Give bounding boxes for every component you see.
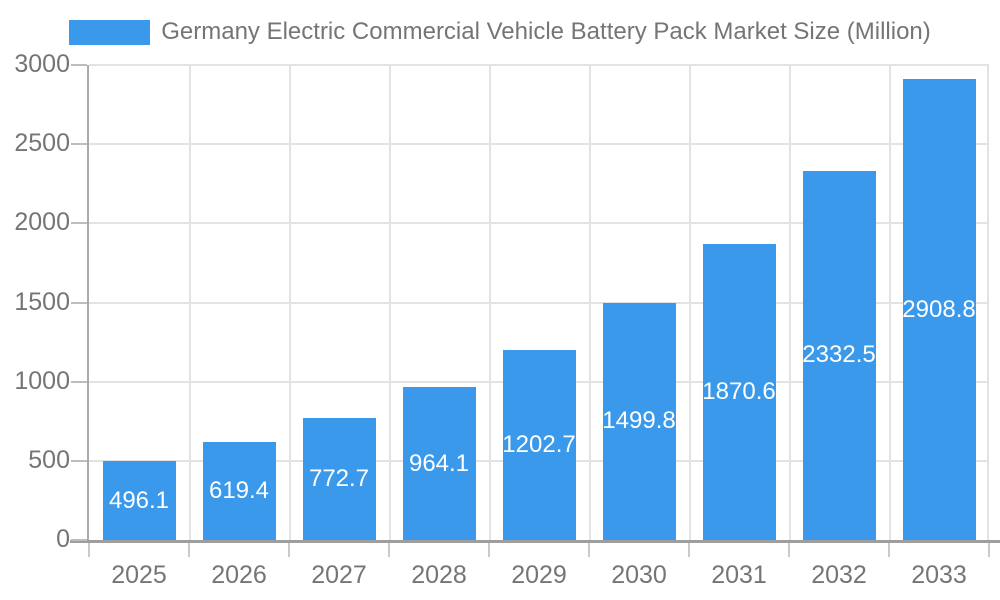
y-tick-label: 500: [28, 445, 70, 474]
x-tick-label: 2026: [211, 561, 267, 589]
bar-value-label: 1202.7: [502, 430, 576, 458]
x-tick-mark: [388, 543, 390, 557]
bar-value-label: 496.1: [108, 486, 170, 514]
legend-swatch-icon: [69, 19, 151, 45]
bar[interactable]: 619.4: [202, 441, 276, 540]
x-tick-mark: [588, 543, 590, 557]
x-tick-label: 2025: [111, 561, 167, 589]
bar-value-label: 964.1: [408, 449, 470, 477]
v-gridline: [289, 65, 291, 540]
bar[interactable]: 2332.5: [802, 170, 876, 540]
x-tick-mark: [88, 543, 90, 557]
x-axis-line: [70, 540, 1000, 543]
bar-value-label: 619.4: [208, 476, 270, 504]
legend-item[interactable]: Germany Electric Commercial Vehicle Batt…: [69, 18, 931, 46]
v-gridline: [889, 65, 891, 540]
bar[interactable]: 1202.7: [502, 349, 576, 540]
v-gridline: [389, 65, 391, 540]
y-tick-mark: [71, 380, 87, 383]
v-gridline: [489, 65, 491, 540]
h-gridline: [89, 222, 989, 225]
chart-legend: Germany Electric Commercial Vehicle Batt…: [0, 18, 1000, 46]
y-tick-mark: [71, 143, 87, 146]
x-tick-mark: [188, 543, 190, 557]
y-tick-mark: [71, 301, 87, 304]
y-tick-label: 1500: [14, 287, 70, 316]
x-tick-label: 2028: [411, 561, 467, 589]
x-tick-mark: [288, 543, 290, 557]
v-gridline: [689, 65, 691, 540]
v-gridline: [589, 65, 591, 540]
x-tick-mark: [488, 543, 490, 557]
y-tick-label: 1000: [14, 366, 70, 395]
bar[interactable]: 964.1: [402, 387, 476, 540]
y-tick-mark: [71, 64, 87, 66]
y-axis-line: [87, 65, 89, 540]
h-gridline: [89, 143, 989, 146]
chart-title: Germany Electric Commercial Vehicle Batt…: [161, 18, 931, 45]
bar[interactable]: 772.7: [302, 417, 376, 540]
bar[interactable]: 1870.6: [702, 243, 776, 540]
bar-value-label: 1870.6: [702, 377, 776, 405]
v-gridline: [987, 65, 989, 540]
x-tick-label: 2032: [811, 561, 867, 589]
y-tick-label: 2000: [14, 208, 70, 237]
y-tick-label: 3000: [14, 50, 70, 78]
y-tick-label: 0: [56, 525, 70, 553]
bar-value-label: 1499.8: [602, 407, 676, 435]
bar-value-label: 772.7: [308, 464, 370, 492]
bar-value-label: 2332.5: [802, 341, 876, 369]
y-tick-mark: [71, 539, 87, 541]
x-tick-label: 2031: [711, 561, 767, 589]
x-tick-mark: [688, 543, 690, 557]
v-gridline: [189, 65, 191, 540]
x-tick-mark: [888, 543, 890, 557]
bar[interactable]: 2908.8: [902, 79, 976, 540]
h-gridline: [89, 64, 989, 66]
plot-area: 496.1 619.4 772.7 964.1 1202.7 1499.8 1870.6 23…: [89, 64, 989, 540]
x-tick-label: 2033: [911, 561, 967, 589]
v-gridline: [789, 65, 791, 540]
bar-value-label: 2908.8: [902, 295, 976, 323]
x-tick-label: 2029: [511, 561, 567, 589]
bar[interactable]: 496.1: [102, 461, 176, 540]
x-tick-label: 2030: [611, 561, 667, 589]
x-tick-label: 2027: [311, 561, 367, 589]
x-tick-mark: [788, 543, 790, 557]
x-tick-mark: [988, 543, 990, 557]
y-tick-mark: [71, 459, 87, 462]
bar[interactable]: 1499.8: [602, 302, 676, 540]
h-gridline: [89, 301, 989, 304]
y-tick-mark: [71, 222, 87, 225]
y-tick-label: 2500: [14, 129, 70, 158]
